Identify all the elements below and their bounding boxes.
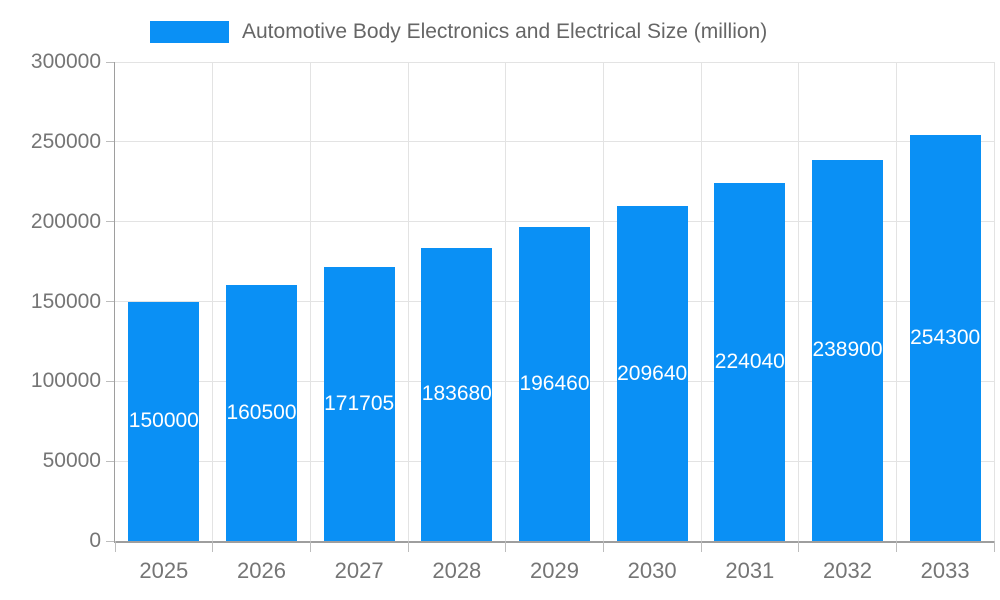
- bar-2029[interactable]: 196460: [519, 227, 590, 541]
- y-tick: [106, 221, 114, 223]
- x-axis-tick-label: 2030: [627, 558, 677, 583]
- x-axis-tick-label: 2031: [725, 558, 775, 583]
- bar-value-label: 160500: [226, 400, 297, 424]
- y-axis-tick-label: 250000: [30, 129, 101, 153]
- bar-2028[interactable]: 183680: [421, 247, 493, 541]
- bar-2025[interactable]: 150000: [128, 301, 200, 541]
- bar-2033[interactable]: 254300: [909, 134, 981, 541]
- x-tick: [114, 541, 116, 552]
- y-axis-tick-label: 150000: [30, 289, 101, 313]
- y-gridline: [115, 141, 994, 143]
- y-axis-tick-label: 0: [89, 529, 101, 552]
- y-axis-tick-label: 300000: [30, 50, 101, 73]
- x-axis-line: [114, 541, 994, 543]
- bar-value-label: 171705: [324, 391, 395, 415]
- y-tick: [106, 540, 114, 542]
- x-tick: [212, 541, 214, 552]
- x-tick: [407, 541, 409, 552]
- x-axis-tick-label: 2027: [334, 558, 384, 583]
- x-tick: [309, 541, 311, 552]
- x-gridline: [798, 62, 800, 541]
- x-tick: [798, 541, 800, 552]
- bar-value-label: 209640: [617, 361, 688, 385]
- y-tick: [106, 301, 114, 302]
- y-axis-tick-label: 100000: [30, 369, 101, 393]
- bar-2026[interactable]: 160500: [226, 284, 297, 541]
- x-gridline: [212, 62, 214, 541]
- x-axis-tick-label: 2025: [139, 558, 189, 583]
- x-axis-tick-label: 2033: [920, 558, 970, 583]
- y-gridline: [115, 221, 994, 223]
- plot-area: 0 50000 100000 150000 200000 250000 300000 1500…: [31, 50, 995, 583]
- x-gridline: [993, 62, 995, 541]
- x-axis-tick-label: 2029: [530, 558, 579, 583]
- y-tick: [106, 61, 114, 63]
- y-axis-tick-label: 50000: [42, 449, 101, 473]
- x-gridline: [700, 62, 702, 541]
- legend-label: Automotive Body Electronics and Electric…: [242, 20, 768, 43]
- x-gridline: [309, 62, 311, 541]
- x-axis-tick-label: 2032: [823, 558, 872, 583]
- x-tick: [602, 541, 604, 552]
- bar-2027[interactable]: 171705: [323, 266, 395, 541]
- bar-value-label: 196460: [519, 372, 590, 396]
- bar-value-label: 224040: [714, 350, 785, 374]
- bar-value-label: 254300: [910, 325, 981, 349]
- x-gridline: [505, 62, 507, 541]
- x-tick: [993, 541, 995, 552]
- x-tick: [895, 541, 897, 552]
- y-tick: [106, 141, 114, 143]
- bar-2031[interactable]: 224040: [714, 183, 786, 541]
- x-tick: [700, 541, 702, 552]
- y-tick: [106, 380, 114, 382]
- bar-value-label: 238900: [812, 338, 883, 362]
- y-axis-line: [114, 62, 115, 541]
- x-tick: [505, 541, 507, 552]
- x-axis-tick-label: 2028: [432, 558, 482, 583]
- bar-value-label: 150000: [128, 409, 199, 433]
- y-gridline: [115, 61, 994, 63]
- y-tick: [106, 460, 114, 462]
- y-axis-tick-label: 200000: [30, 209, 101, 233]
- x-axis-tick-label: 2026: [237, 558, 286, 583]
- legend-swatch: [150, 21, 229, 43]
- x-gridline: [602, 62, 604, 541]
- bar-2032[interactable]: 238900: [812, 159, 883, 541]
- bar-2030[interactable]: 209640: [616, 206, 688, 541]
- legend[interactable]: Automotive Body Electronics and Electric…: [150, 18, 767, 46]
- x-gridline: [407, 62, 409, 541]
- x-gridline: [895, 62, 897, 541]
- bar-value-label: 183680: [421, 382, 492, 406]
